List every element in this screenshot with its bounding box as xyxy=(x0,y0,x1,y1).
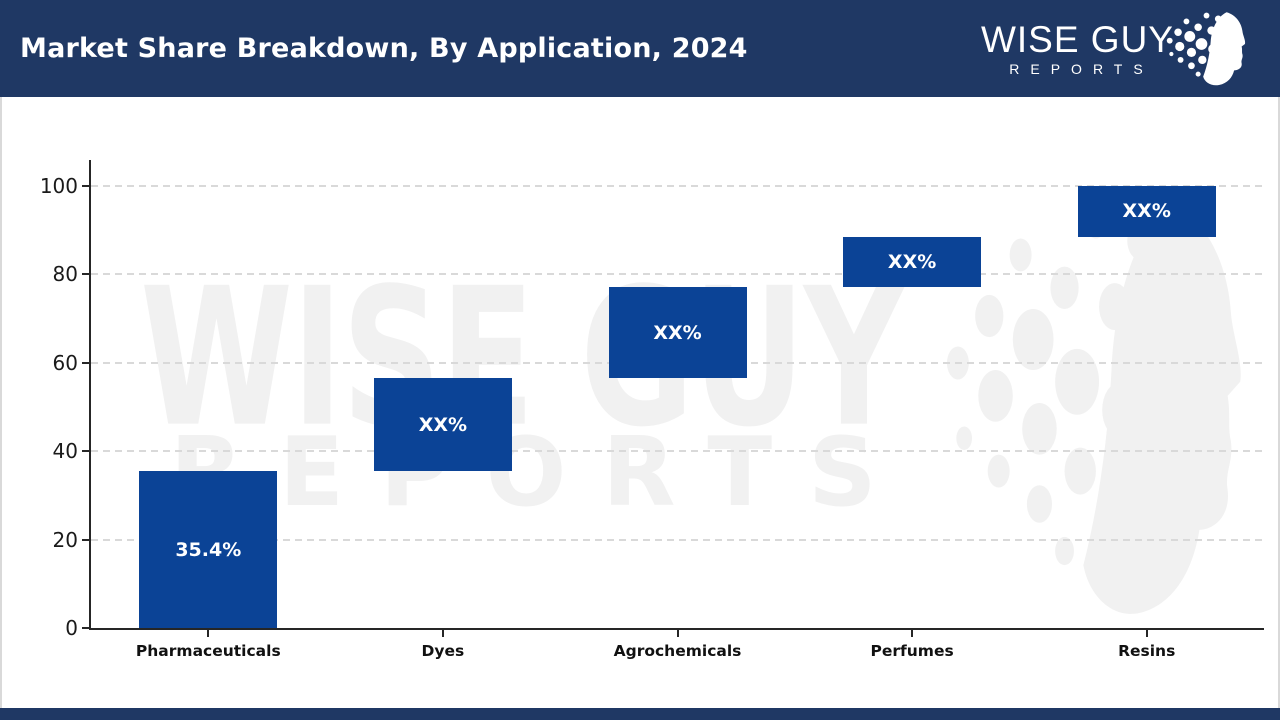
x-axis-category-label: Pharmaceuticals xyxy=(135,642,281,660)
bar-value-label: XX% xyxy=(418,413,468,436)
x-axis-tick xyxy=(1145,630,1148,637)
x-axis-tick xyxy=(207,630,210,637)
x-axis-tick xyxy=(441,630,444,637)
gridline xyxy=(91,184,1264,187)
watermark-reports-text: REPORTS xyxy=(170,418,913,528)
logo-face-icon xyxy=(1158,7,1250,91)
y-axis-tick xyxy=(82,361,89,364)
bar-value-label: XX% xyxy=(653,321,702,344)
y-axis-tick xyxy=(82,184,89,187)
bar-perfumes xyxy=(843,236,982,288)
y-axis-tick-label: 0 xyxy=(65,616,78,640)
x-axis-line xyxy=(89,628,1264,630)
logo-reports-text: REPORTS xyxy=(1009,61,1154,77)
y-axis-tick-label: 60 xyxy=(52,350,78,375)
footer-bar xyxy=(0,708,1280,720)
x-axis-category-label: Resins xyxy=(1118,642,1176,660)
bar-pharmaceuticals xyxy=(139,471,278,628)
bar-value-label: 35.4% xyxy=(175,538,242,561)
y-axis-tick xyxy=(82,273,89,275)
gridline xyxy=(91,273,1264,275)
chart-area: WISE GUY REPORTS 0 20 40 60 80 100 35.4% Pharma… xyxy=(0,97,1280,708)
bar-resins xyxy=(1077,185,1216,237)
bar-agrochemicals xyxy=(608,287,747,378)
logo-text: WISE GUY REPORTS xyxy=(981,21,1174,76)
gridline xyxy=(91,538,1264,541)
bar-dyes xyxy=(373,377,512,472)
x-axis-category-label: Agrochemicals xyxy=(613,642,742,660)
bar-value-label: XX% xyxy=(1122,200,1171,223)
gridline xyxy=(91,450,1264,452)
header-bar: Market Share Breakdown, By Application, … xyxy=(0,0,1280,97)
y-axis-tick-label: 20 xyxy=(52,527,78,552)
y-axis-tick-label: 80 xyxy=(52,262,78,286)
y-axis-tick xyxy=(82,627,89,629)
x-axis-category-label: Perfumes xyxy=(870,642,954,660)
x-axis-category-label: Dyes xyxy=(421,642,465,660)
bar-value-label: XX% xyxy=(887,251,937,274)
chart-title: Market Share Breakdown, By Application, … xyxy=(20,33,748,64)
y-axis-line xyxy=(89,160,91,630)
y-axis-tick-label: 100 xyxy=(39,173,78,198)
wise-guy-logo: WISE GUY REPORTS xyxy=(981,7,1250,91)
y-axis-tick xyxy=(82,450,89,452)
x-axis-tick xyxy=(676,630,679,637)
logo-wiseguy-text: WISE GUY xyxy=(980,19,1174,60)
y-axis-tick xyxy=(82,538,89,541)
x-axis-tick xyxy=(911,630,914,637)
y-axis-tick-label: 40 xyxy=(52,439,78,463)
watermark-wiseguy-text: WISE GUY xyxy=(140,246,904,469)
